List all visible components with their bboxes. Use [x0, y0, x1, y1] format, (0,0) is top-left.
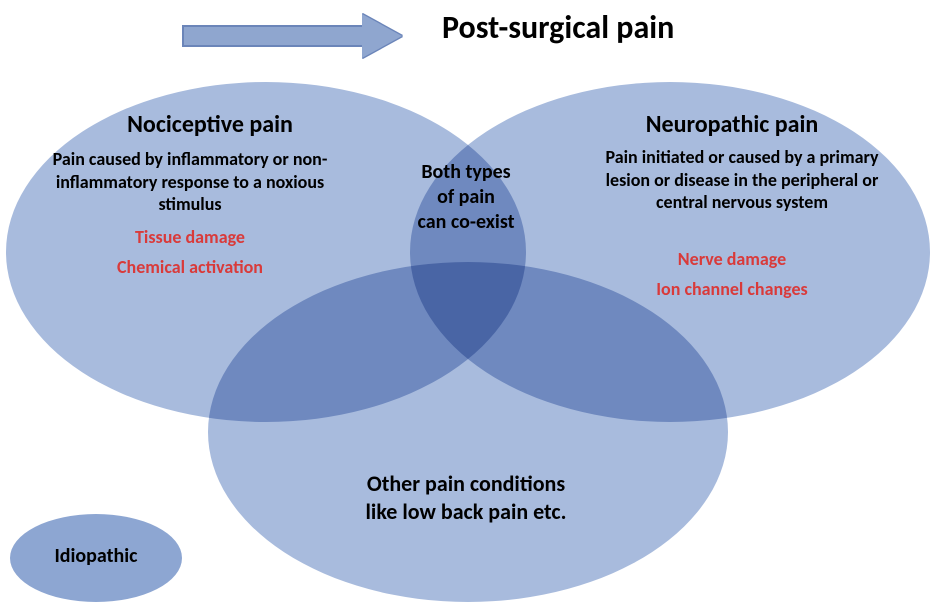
overlap-line-3: can co-exist — [388, 210, 544, 235]
neuropathic-heading-text: Neuropathic pain — [646, 110, 818, 139]
neuropathic-cause-1-text: Nerve damage — [678, 248, 786, 270]
neuropathic-description: Pain initiated or caused by a primary le… — [582, 146, 902, 214]
nociceptive-cause-2-text: Chemical activation — [117, 256, 263, 278]
arrow-icon — [182, 14, 402, 58]
overlap-text: Both types of pain can co-exist — [388, 160, 544, 235]
venn-ellipse-other — [206, 260, 730, 604]
other-line-1: Other pain conditions — [280, 470, 652, 498]
neuropathic-heading: Neuropathic pain — [592, 110, 872, 140]
overlap-line-1: Both types — [388, 160, 544, 185]
arrow-head — [362, 14, 402, 58]
overlap-line-2: of pain — [388, 185, 544, 210]
nociceptive-description-text: Pain caused by inflammatory or non-infla… — [53, 148, 328, 215]
idiopathic-label: Idiopathic — [10, 544, 182, 568]
nociceptive-cause-1-text: Tissue damage — [135, 226, 245, 248]
neuropathic-cause-1: Nerve damage — [592, 248, 872, 271]
nociceptive-cause-1: Tissue damage — [70, 226, 310, 249]
other-line-2: like low back pain etc. — [280, 498, 652, 526]
neuropathic-description-text: Pain initiated or caused by a primary le… — [605, 146, 878, 213]
nociceptive-heading-text: Nociceptive pain — [127, 110, 293, 139]
nociceptive-heading: Nociceptive pain — [70, 110, 350, 140]
arrow-shaft — [182, 25, 362, 47]
ellipse-idiopathic: Idiopathic — [8, 512, 184, 604]
page-title: Post-surgical pain — [442, 8, 674, 47]
other-conditions-text: Other pain conditions like low back pain… — [280, 470, 652, 525]
neuropathic-cause-2-text: Ion channel changes — [656, 278, 807, 300]
diagram-stage: Idiopathic Post-surgical pain Nociceptiv… — [0, 0, 932, 614]
neuropathic-cause-2: Ion channel changes — [592, 278, 872, 301]
nociceptive-description: Pain caused by inflammatory or non-infla… — [30, 148, 350, 216]
nociceptive-cause-2: Chemical activation — [70, 256, 310, 279]
